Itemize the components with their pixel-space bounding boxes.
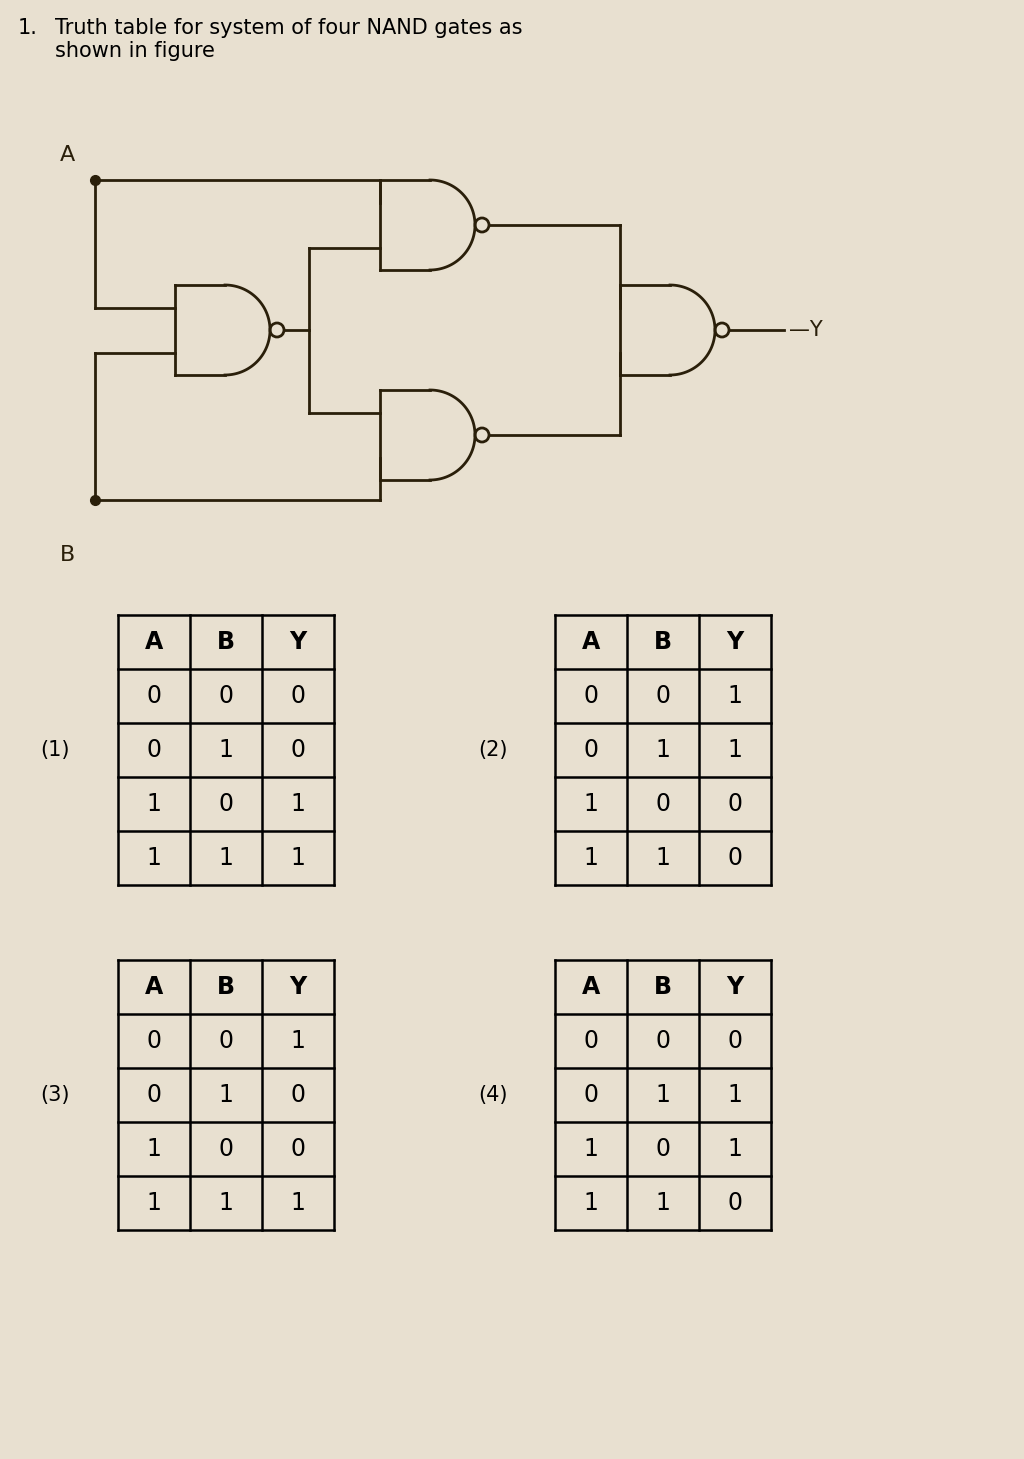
Text: 0: 0: [727, 792, 742, 816]
Text: 0: 0: [146, 1083, 162, 1107]
Text: 1: 1: [146, 846, 162, 870]
Text: 1: 1: [655, 846, 671, 870]
Text: A: A: [582, 630, 600, 654]
Text: 0: 0: [584, 738, 598, 762]
Text: (2): (2): [478, 740, 508, 760]
Text: 1: 1: [291, 1191, 305, 1215]
Text: 0: 0: [727, 846, 742, 870]
Text: 0: 0: [218, 792, 233, 816]
Text: 1: 1: [146, 792, 162, 816]
Text: 1: 1: [584, 792, 598, 816]
Text: 0: 0: [291, 684, 305, 708]
Text: 0: 0: [727, 1191, 742, 1215]
Text: 1: 1: [291, 846, 305, 870]
Text: B: B: [217, 630, 234, 654]
Text: 0: 0: [655, 1029, 671, 1053]
Text: 0: 0: [291, 1083, 305, 1107]
Text: 0: 0: [655, 1137, 671, 1161]
Text: Y: Y: [290, 975, 306, 999]
Text: 0: 0: [584, 1083, 598, 1107]
Text: A: A: [144, 630, 163, 654]
Text: 1: 1: [728, 1137, 742, 1161]
Text: 0: 0: [146, 738, 162, 762]
Text: 0: 0: [291, 738, 305, 762]
Text: 0: 0: [655, 792, 671, 816]
Text: B: B: [60, 546, 75, 565]
Text: 0: 0: [146, 684, 162, 708]
Text: 1: 1: [218, 1083, 233, 1107]
Text: 0: 0: [218, 684, 233, 708]
Text: (1): (1): [40, 740, 70, 760]
Text: 1: 1: [218, 1191, 233, 1215]
Text: 0: 0: [584, 684, 598, 708]
Text: 1: 1: [655, 1083, 671, 1107]
Text: 0: 0: [218, 1029, 233, 1053]
Text: 1: 1: [728, 684, 742, 708]
Text: 1: 1: [655, 738, 671, 762]
Text: Y: Y: [726, 630, 743, 654]
Text: A: A: [144, 975, 163, 999]
Text: 1: 1: [728, 1083, 742, 1107]
Text: B: B: [217, 975, 234, 999]
Text: (3): (3): [40, 1085, 70, 1104]
Text: 1: 1: [728, 738, 742, 762]
Text: 0: 0: [727, 1029, 742, 1053]
Text: —Y: —Y: [790, 320, 822, 340]
Text: 1: 1: [146, 1137, 162, 1161]
Text: B: B: [654, 975, 672, 999]
Text: 1: 1: [218, 846, 233, 870]
Text: 1: 1: [584, 846, 598, 870]
Text: 1: 1: [218, 738, 233, 762]
Text: 1: 1: [655, 1191, 671, 1215]
Text: Y: Y: [726, 975, 743, 999]
Text: Truth table for system of four NAND gates as
shown in figure: Truth table for system of four NAND gate…: [55, 18, 522, 61]
Text: A: A: [582, 975, 600, 999]
Text: 1: 1: [291, 1029, 305, 1053]
Text: 0: 0: [218, 1137, 233, 1161]
Text: 1: 1: [584, 1137, 598, 1161]
Text: A: A: [60, 144, 75, 165]
Text: Y: Y: [290, 630, 306, 654]
Text: 0: 0: [655, 684, 671, 708]
Text: 1: 1: [584, 1191, 598, 1215]
Text: 0: 0: [146, 1029, 162, 1053]
Text: 1.: 1.: [18, 18, 38, 38]
Text: B: B: [654, 630, 672, 654]
Text: 1: 1: [291, 792, 305, 816]
Text: 0: 0: [584, 1029, 598, 1053]
Text: (4): (4): [478, 1085, 508, 1104]
Text: 0: 0: [291, 1137, 305, 1161]
Text: 1: 1: [146, 1191, 162, 1215]
